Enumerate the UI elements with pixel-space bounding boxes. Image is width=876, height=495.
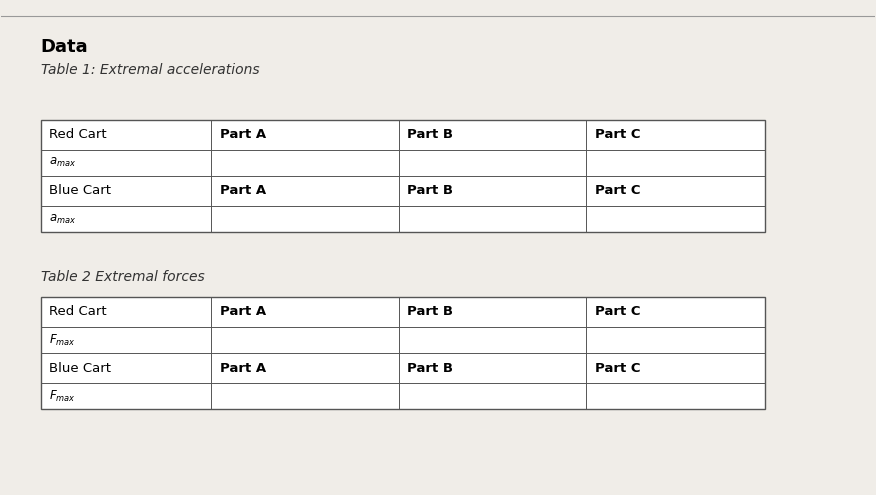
Text: Part A: Part A — [220, 128, 265, 141]
Text: Table 2 Extremal forces: Table 2 Extremal forces — [40, 270, 204, 284]
Text: Part A: Part A — [220, 361, 265, 375]
Text: Part C: Part C — [595, 361, 640, 375]
Text: Part A: Part A — [220, 185, 265, 198]
Text: Blue Cart: Blue Cart — [49, 361, 111, 375]
Bar — [40, 297, 766, 409]
Text: Part A: Part A — [220, 305, 265, 318]
Text: Data: Data — [40, 38, 88, 56]
Text: Blue Cart: Blue Cart — [49, 185, 111, 198]
Text: Part C: Part C — [595, 185, 640, 198]
Text: $a_{max}$: $a_{max}$ — [49, 156, 76, 169]
Text: Part B: Part B — [407, 361, 454, 375]
Text: Part B: Part B — [407, 305, 454, 318]
Text: $a_{max}$: $a_{max}$ — [49, 212, 76, 226]
Text: Part B: Part B — [407, 128, 454, 141]
Bar — [40, 119, 766, 232]
Text: $F_{max}$: $F_{max}$ — [49, 333, 76, 347]
Text: $F_{max}$: $F_{max}$ — [49, 389, 76, 404]
Text: Table 1: Extremal accelerations: Table 1: Extremal accelerations — [40, 63, 259, 77]
Text: Part C: Part C — [595, 128, 640, 141]
Text: Part C: Part C — [595, 305, 640, 318]
Text: Red Cart: Red Cart — [49, 305, 107, 318]
Text: Red Cart: Red Cart — [49, 128, 107, 141]
Text: Part B: Part B — [407, 185, 454, 198]
